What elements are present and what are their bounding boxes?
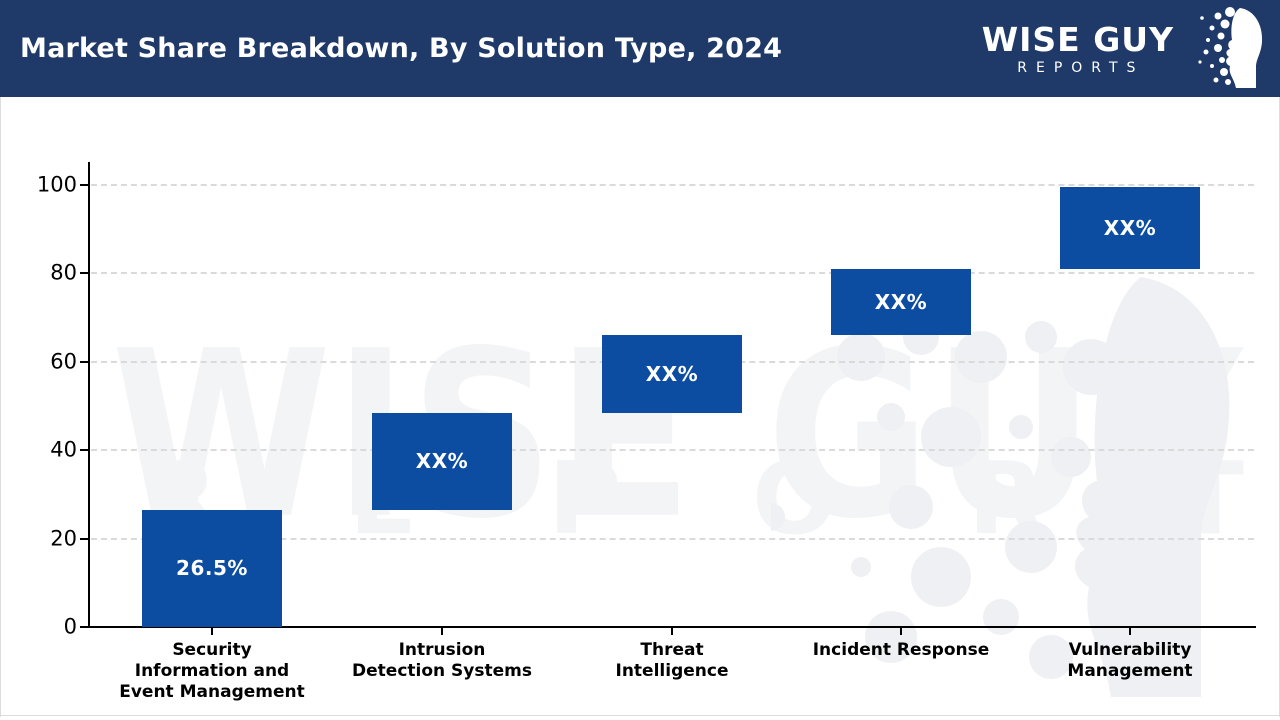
- y-tick-mark: [80, 449, 88, 452]
- bar: XX%: [372, 412, 512, 510]
- category-label: Security Information and Event Managemen…: [119, 640, 305, 702]
- y-tick-mark: [80, 626, 88, 628]
- category-label: Vulnerability Management: [1067, 640, 1193, 681]
- x-tick-mark: [900, 628, 902, 635]
- x-tick-mark: [1129, 628, 1131, 635]
- category-label: Intrusion Detection Systems: [352, 640, 532, 681]
- bar: XX%: [1060, 187, 1200, 269]
- x-tick-mark: [441, 628, 443, 635]
- y-tick-label: 0: [63, 614, 77, 639]
- logo-subtitle: REPORTS: [1017, 60, 1145, 76]
- bar: XX%: [602, 335, 742, 413]
- y-tick-label: 60: [50, 349, 77, 374]
- category-label: Incident Response: [812, 640, 990, 660]
- x-tick-mark: [671, 628, 673, 635]
- gridline: [91, 449, 1254, 452]
- x-axis-line: [88, 626, 1256, 628]
- y-tick-mark: [80, 272, 88, 275]
- chart-area: WISE GUY R E P O R T S 02040608010026.5%…: [0, 97, 1280, 717]
- category-label: Threat Intelligence: [615, 640, 729, 681]
- y-tick-mark: [80, 537, 88, 540]
- logo-face-icon: [1178, 4, 1266, 94]
- wise-guy-logo: WISE GUY REPORTS: [982, 6, 1266, 92]
- bar-value-label: XX%: [1103, 216, 1157, 241]
- gridline: [91, 272, 1254, 275]
- logo-text: WISE GUY REPORTS: [981, 20, 1174, 77]
- y-tick-label: 80: [50, 260, 77, 285]
- watermark-face-icon: [757, 217, 1241, 701]
- y-tick-mark: [80, 184, 88, 186]
- bar: XX%: [831, 268, 971, 336]
- bar: 26.5%: [142, 509, 282, 627]
- y-tick-label: 100: [36, 172, 77, 197]
- bar-value-label: XX%: [874, 290, 928, 315]
- y-tick-mark: [80, 360, 88, 363]
- x-tick-mark: [211, 628, 213, 635]
- y-tick-label: 20: [50, 526, 77, 551]
- page-title: Market Share Breakdown, By Solution Type…: [20, 33, 783, 64]
- y-axis-line: [88, 162, 90, 627]
- gridline: [91, 537, 1254, 540]
- bar-value-label: 26.5%: [176, 556, 248, 581]
- page-bottom-divider: [0, 715, 1280, 716]
- header-bar: Market Share Breakdown, By Solution Type…: [0, 0, 1280, 97]
- gridline: [91, 184, 1254, 186]
- bar-value-label: XX%: [645, 361, 699, 386]
- y-tick-label: 40: [50, 437, 77, 462]
- bar-value-label: XX%: [415, 449, 469, 474]
- logo-wordmark: WISE GUY: [981, 20, 1174, 59]
